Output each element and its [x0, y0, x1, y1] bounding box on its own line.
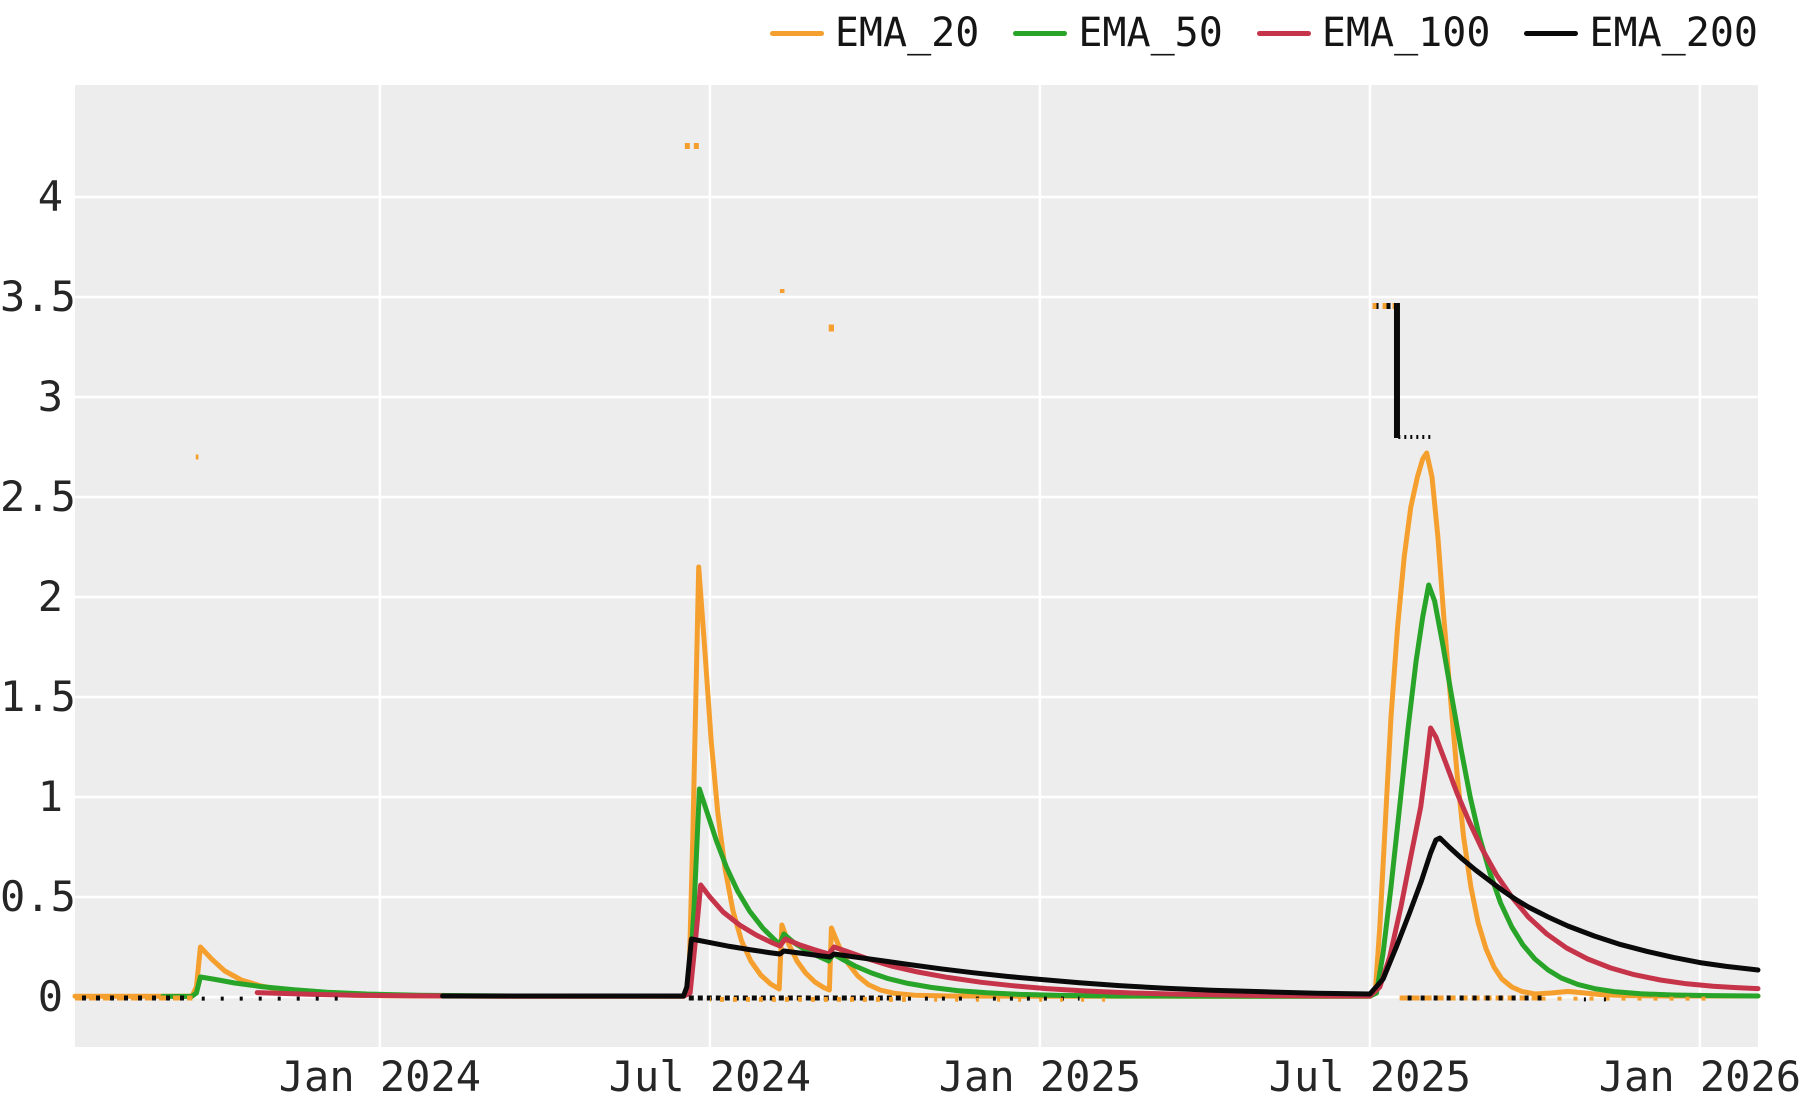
x-tick-label: Jan 2025 — [938, 1052, 1142, 1100]
x-tick-label: Jan 2026 — [1598, 1052, 1800, 1100]
legend: EMA_20 EMA_50 EMA_100 EMA_200 — [769, 10, 1758, 56]
series-line-ema_100 — [254, 725, 1761, 999]
legend-swatch-ema_200 — [1524, 30, 1579, 36]
series-line-ema_200 — [440, 835, 1761, 999]
x-tick-label: Jul 2025 — [1268, 1052, 1472, 1100]
legend-label: EMA_100 — [1321, 10, 1491, 56]
y-tick-label: 1.5 — [0, 672, 76, 721]
y-tick-label: 2 — [37, 572, 63, 621]
legend-item-ema_20: EMA_20 — [769, 10, 980, 56]
y-tick-label: 2.5 — [0, 472, 76, 521]
legend-item-ema_100: EMA_100 — [1256, 10, 1491, 56]
legend-label: EMA_50 — [1078, 10, 1223, 56]
legend-item-ema_50: EMA_50 — [1013, 10, 1223, 56]
y-tick-label: 3 — [37, 372, 63, 421]
x-tick-label: Jan 2024 — [278, 1052, 482, 1100]
legend-swatch-ema_50 — [1013, 30, 1068, 36]
plot-background — [75, 85, 1758, 1047]
y-tick-label: 0 — [37, 972, 63, 1021]
y-tick-label: 0.5 — [0, 872, 76, 921]
y-tick-label: 1 — [37, 772, 63, 821]
x-tick-label: Jul 2024 — [608, 1052, 812, 1100]
y-tick-label: 3.5 — [0, 272, 76, 321]
legend-swatch-ema_20 — [769, 30, 824, 36]
y-tick-label: 4 — [37, 172, 63, 221]
legend-item-ema_200: EMA_200 — [1524, 10, 1758, 56]
legend-swatch-ema_100 — [1256, 30, 1311, 36]
legend-label: EMA_200 — [1589, 10, 1758, 56]
legend-label: EMA_20 — [834, 10, 980, 56]
